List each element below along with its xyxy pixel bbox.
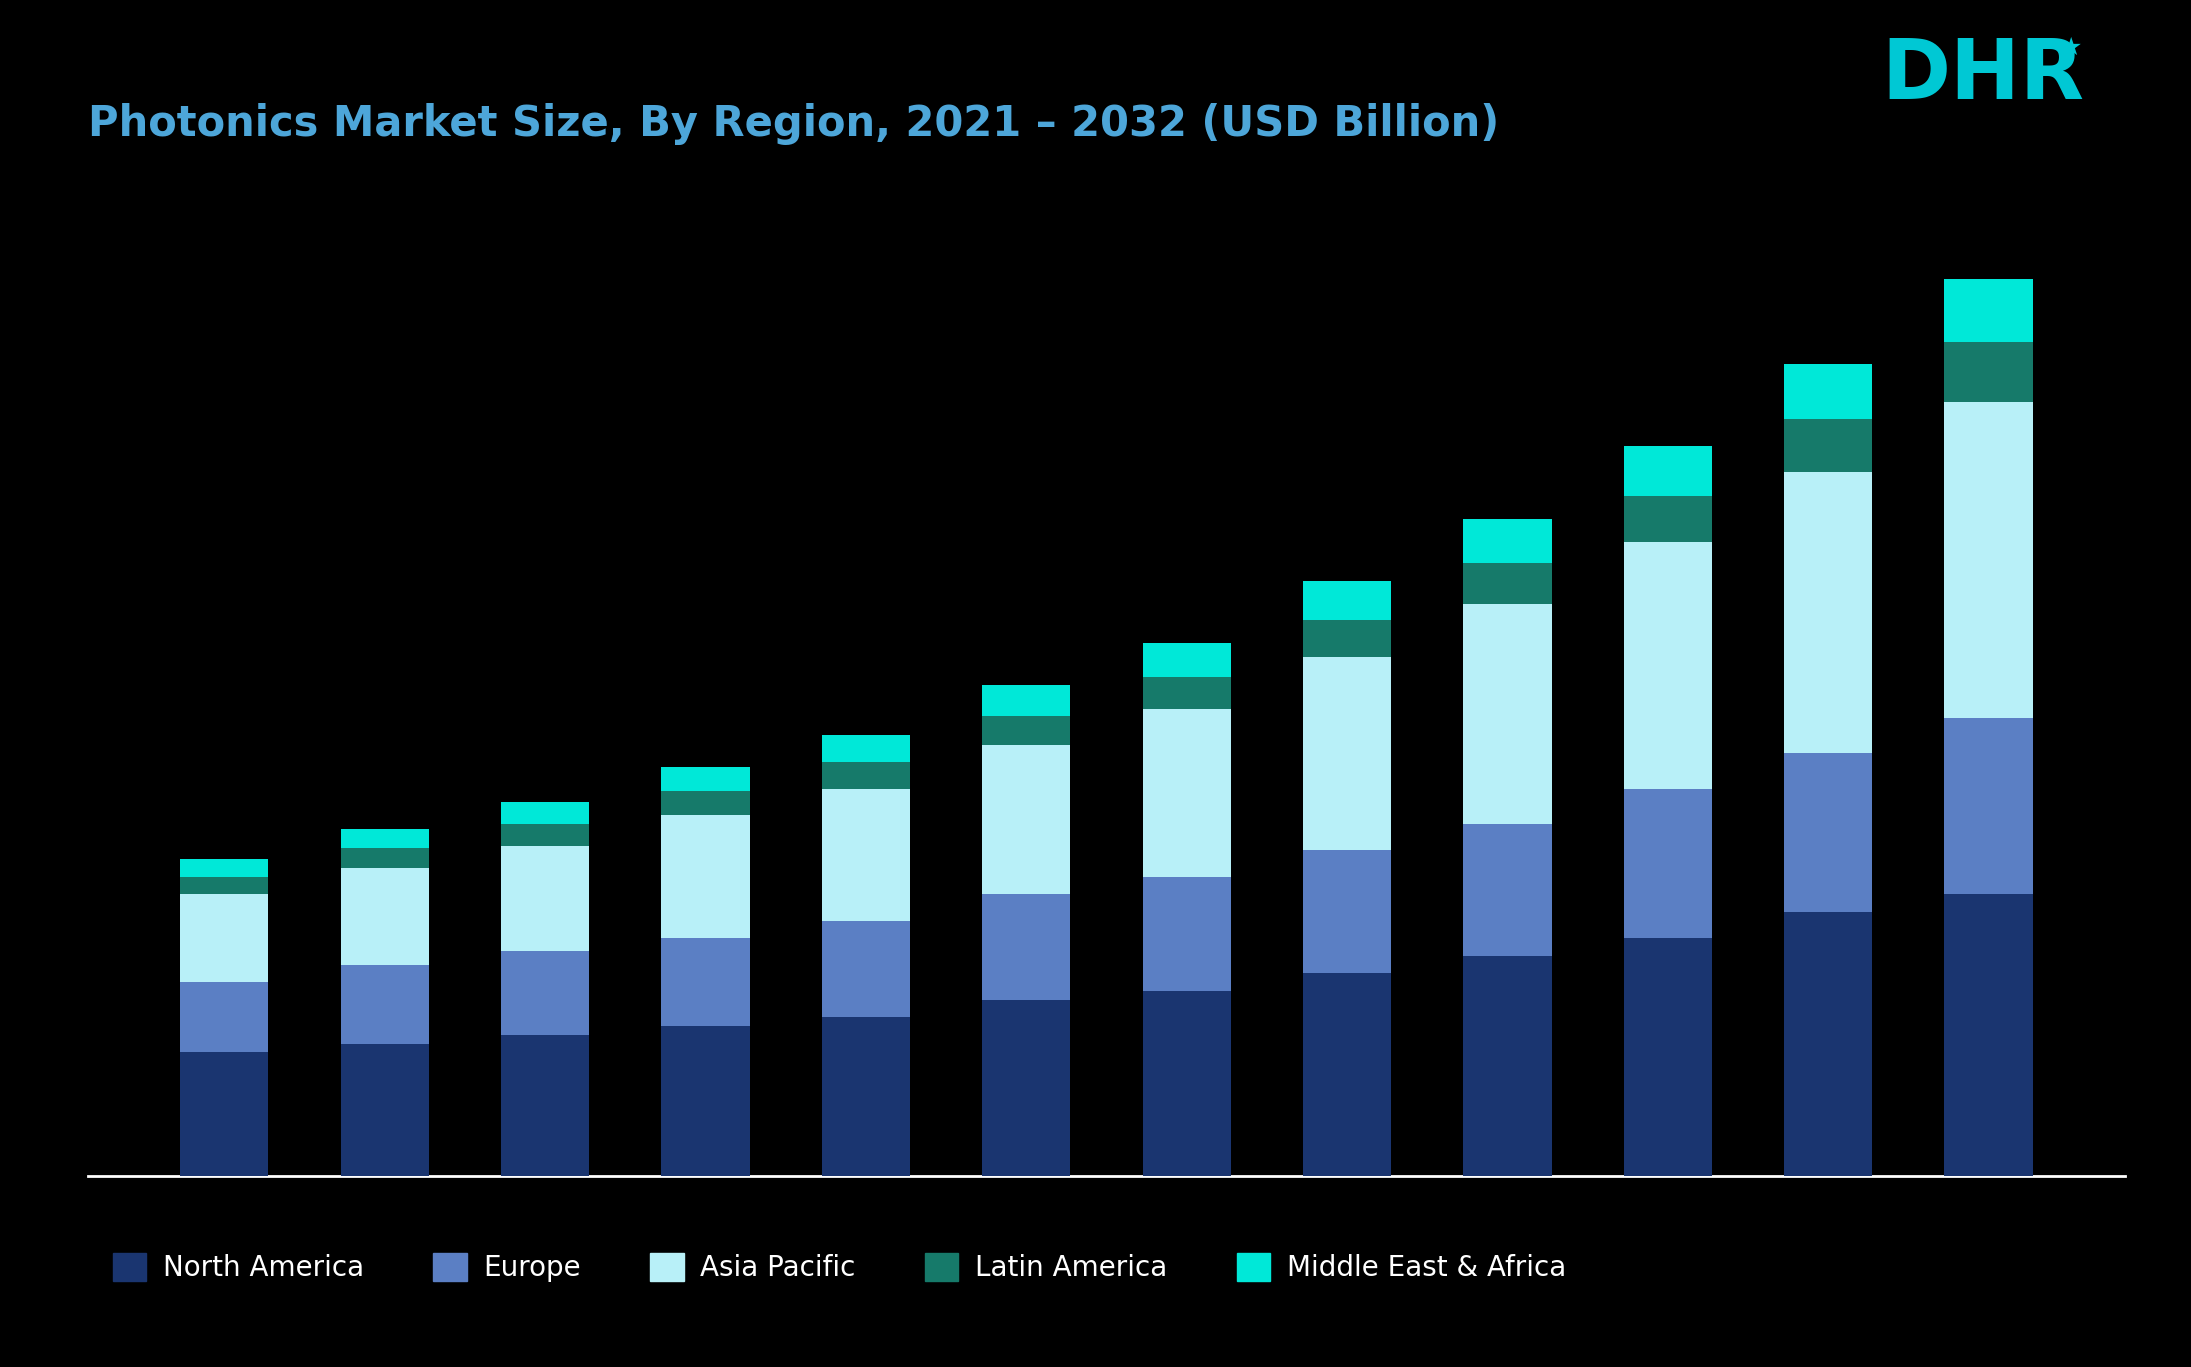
- Bar: [1464, 518, 1551, 562]
- Bar: [1464, 562, 1551, 604]
- Text: Photonics Market Size, By Region, 2021 – 2032 (USD Billion): Photonics Market Size, By Region, 2021 –…: [88, 104, 1499, 145]
- Bar: [1304, 619, 1391, 656]
- Bar: [1624, 938, 1711, 1176]
- Bar: [662, 938, 749, 1027]
- Bar: [180, 982, 269, 1053]
- Bar: [502, 951, 589, 1035]
- Bar: [340, 965, 429, 1043]
- Bar: [662, 815, 749, 938]
- Bar: [180, 858, 269, 876]
- Bar: [340, 849, 429, 868]
- Text: ★: ★: [2060, 36, 2081, 60]
- Bar: [502, 802, 589, 824]
- Bar: [1304, 581, 1391, 619]
- Bar: [180, 1053, 269, 1176]
- Bar: [982, 745, 1071, 894]
- Bar: [1624, 496, 1711, 543]
- Bar: [1943, 894, 2033, 1176]
- Bar: [502, 824, 589, 846]
- Bar: [822, 763, 909, 789]
- Bar: [1783, 753, 1873, 912]
- Bar: [662, 1027, 749, 1176]
- Bar: [340, 1043, 429, 1176]
- Bar: [502, 846, 589, 951]
- Text: DHR: DHR: [1882, 34, 2084, 116]
- Bar: [822, 789, 909, 920]
- Bar: [1783, 912, 1873, 1176]
- Bar: [1783, 472, 1873, 753]
- Bar: [1142, 642, 1231, 677]
- Bar: [1464, 956, 1551, 1176]
- Bar: [180, 894, 269, 982]
- Bar: [1783, 420, 1873, 472]
- Bar: [1624, 789, 1711, 938]
- Bar: [1304, 973, 1391, 1176]
- Bar: [340, 828, 429, 849]
- Legend: North America, Europe, Asia Pacific, Latin America, Middle East & Africa: North America, Europe, Asia Pacific, Lat…: [101, 1241, 1578, 1293]
- Bar: [340, 868, 429, 965]
- Bar: [822, 920, 909, 1017]
- Bar: [822, 735, 909, 763]
- Bar: [982, 685, 1071, 715]
- Bar: [1624, 447, 1711, 496]
- Bar: [1464, 604, 1551, 824]
- Bar: [1624, 543, 1711, 789]
- Bar: [982, 999, 1071, 1176]
- Bar: [1304, 656, 1391, 850]
- Bar: [662, 767, 749, 791]
- Bar: [982, 894, 1071, 999]
- Bar: [1142, 876, 1231, 991]
- Bar: [1943, 279, 2033, 342]
- Bar: [662, 791, 749, 815]
- Bar: [1142, 709, 1231, 876]
- Bar: [1142, 677, 1231, 709]
- Bar: [1464, 824, 1551, 956]
- Bar: [1943, 342, 2033, 402]
- Bar: [502, 1035, 589, 1176]
- Bar: [982, 715, 1071, 745]
- Bar: [1783, 364, 1873, 420]
- Bar: [180, 876, 269, 894]
- Bar: [822, 1017, 909, 1176]
- Bar: [1304, 850, 1391, 973]
- Bar: [1142, 991, 1231, 1176]
- Bar: [1943, 402, 2033, 718]
- Bar: [1943, 718, 2033, 894]
